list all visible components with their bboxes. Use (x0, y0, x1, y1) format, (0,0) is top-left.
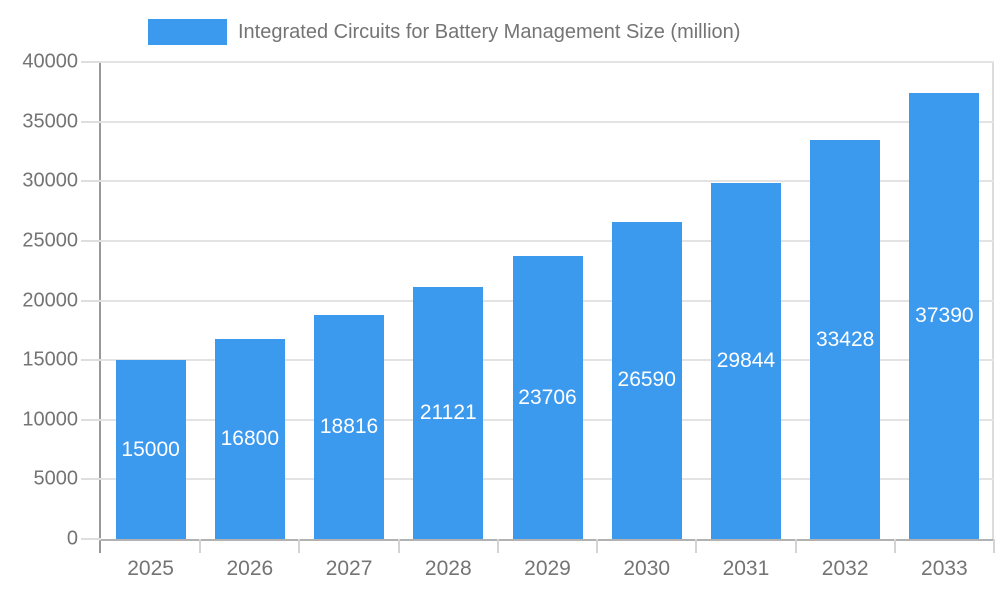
y-axis-line (99, 62, 101, 553)
x-tick-mark (695, 539, 698, 553)
x-axis-tick-label: 2025 (127, 557, 174, 580)
gridline (101, 180, 994, 183)
bar-value-label: 29844 (716, 349, 776, 373)
x-tick-mark (596, 539, 599, 553)
bar-value-label: 15000 (121, 437, 180, 461)
legend-swatch-icon (148, 19, 227, 45)
bar-2032[interactable]: 33428 (810, 140, 881, 539)
bar-value-label: 23706 (518, 385, 577, 409)
y-tick-mark (81, 120, 101, 123)
y-axis-tick-label: 40000 (22, 50, 78, 73)
bar-value-label: 18816 (319, 414, 379, 438)
bar-value-label: 16800 (220, 426, 280, 450)
bar-2028[interactable]: 21121 (413, 287, 484, 539)
y-axis: 0 5000 10000 15000 20000 25000 30000 35000 40000 (0, 51, 79, 550)
y-tick-mark (81, 61, 101, 63)
x-tick-mark (298, 539, 301, 553)
y-tick-mark (81, 359, 101, 362)
x-axis-line (99, 539, 994, 541)
bar-value-label: 26590 (617, 368, 676, 392)
y-axis-tick-label: 30000 (22, 169, 78, 192)
x-tick-mark (893, 539, 896, 553)
x-axis: 2025 2026 2027 2028 2029 2030 2031 2032 2033 (101, 553, 994, 587)
y-tick-mark (81, 180, 101, 183)
x-tick-mark (199, 539, 202, 553)
x-axis-tick-label: 2027 (325, 557, 373, 580)
y-tick-mark (81, 538, 101, 540)
chart-legend[interactable]: Integrated Circuits for Battery Manageme… (148, 19, 740, 45)
x-axis-tick-label: 2029 (524, 557, 571, 580)
bar-2025[interactable]: 15000 (115, 360, 186, 539)
x-axis-tick-label: 2026 (226, 557, 274, 580)
y-tick-mark (81, 239, 101, 242)
y-tick-mark (81, 478, 101, 481)
gridline (101, 120, 994, 123)
y-tick-mark (81, 418, 101, 421)
y-axis-tick-label: 5000 (33, 467, 79, 490)
x-axis-tick-label: 2033 (921, 557, 968, 580)
legend-label: Integrated Circuits for Battery Manageme… (238, 20, 741, 43)
y-axis-tick-label: 25000 (22, 229, 78, 252)
y-tick-mark (81, 299, 101, 302)
bar-2031[interactable]: 29844 (710, 183, 781, 539)
y-axis-tick-label: 10000 (22, 408, 78, 431)
bar-2029[interactable]: 23706 (512, 256, 583, 539)
x-tick-mark (993, 539, 995, 553)
x-axis-tick-label: 2032 (821, 557, 869, 580)
bar-2027[interactable]: 18816 (314, 314, 385, 539)
y-axis-tick-label: 15000 (22, 348, 78, 371)
x-axis-tick-label: 2031 (722, 557, 770, 580)
bar-value-label: 21121 (419, 401, 477, 425)
y-axis-tick-label: 20000 (22, 289, 78, 311)
bar-2030[interactable]: 26590 (611, 221, 682, 539)
x-tick-mark (794, 539, 797, 553)
gridline (101, 61, 994, 63)
gridline (101, 239, 994, 242)
bar-2026[interactable]: 16800 (214, 338, 285, 539)
bar-2033[interactable]: 37390 (909, 93, 980, 539)
x-tick-mark (397, 539, 400, 553)
y-axis-tick-label: 0 (66, 527, 78, 550)
bar-value-label: 37390 (915, 304, 974, 328)
x-axis-tick-label: 2030 (623, 557, 671, 580)
x-axis-tick-label: 2028 (424, 557, 472, 580)
bar-value-label: 33428 (815, 327, 875, 351)
plot-area: 15000 16800 18816 21121 23706 26590 29844 33428… (81, 61, 995, 553)
x-tick-mark (496, 539, 499, 553)
y-axis-tick-label: 35000 (22, 110, 78, 133)
